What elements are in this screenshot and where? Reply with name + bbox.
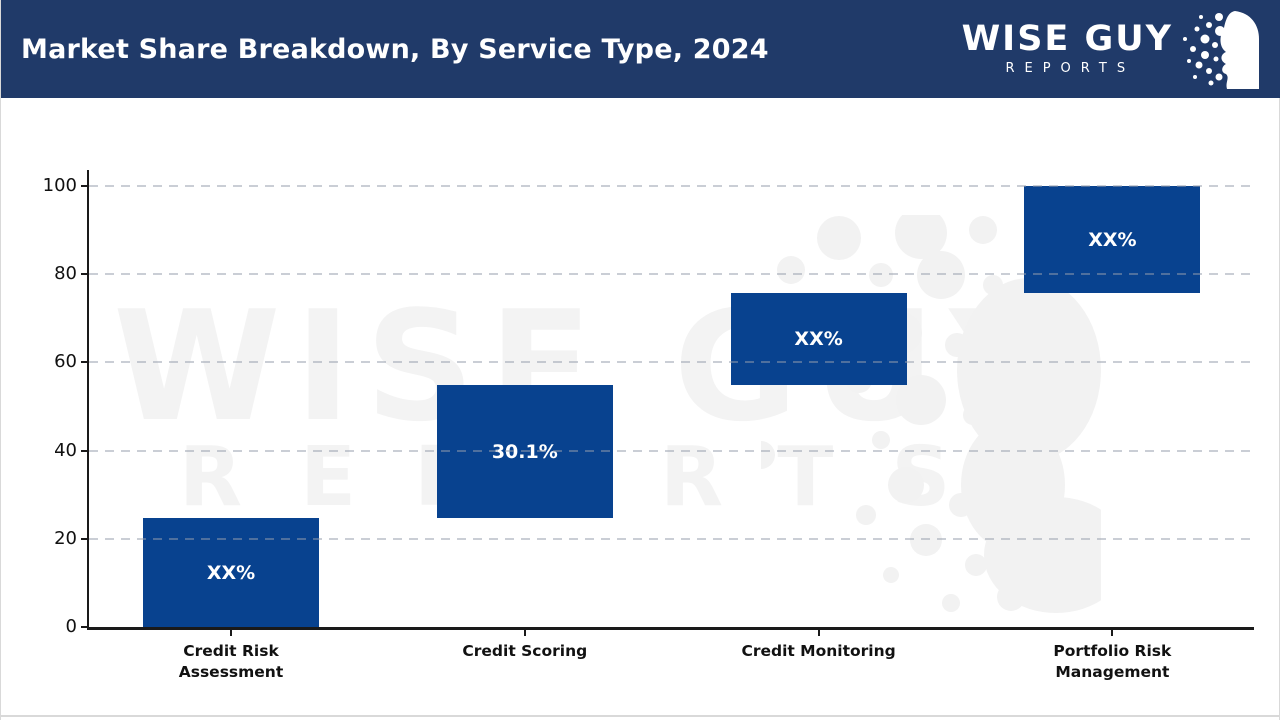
- gridline-80: [89, 273, 1254, 276]
- bar-credit-risk-assessment: XX%: [143, 518, 319, 627]
- bar-value-label: XX%: [1088, 228, 1137, 251]
- bar-value-label: XX%: [206, 561, 256, 584]
- logo-text: WISE GUY REPORTS: [961, 19, 1173, 77]
- gridline-40: [89, 449, 1254, 452]
- x-category-label-1: Credit Scoring: [462, 642, 588, 660]
- x-tick-0: [230, 629, 232, 636]
- y-tick-label-0: 0: [65, 616, 77, 637]
- x-tick-3: [1111, 629, 1114, 636]
- y-tick-0: [81, 626, 89, 628]
- y-tick-label-80: 80: [54, 263, 77, 285]
- y-tick-label-60: 60: [54, 351, 77, 373]
- x-tick-1: [523, 629, 526, 636]
- gridline-20: [89, 537, 1254, 540]
- x-category-label-0: Credit Risk Assessment: [178, 642, 284, 681]
- y-tick-40: [81, 449, 89, 452]
- waterfall-chart: XX% 30.1% XX% XX% 0 20 40 60 80 100 Credit Risk As…: [1, 98, 1280, 718]
- y-axis-spine: [87, 170, 89, 629]
- dotted-face-profile-icon: [1183, 11, 1259, 89]
- bar-value-label: 30.1%: [491, 440, 558, 463]
- x-axis-spine: [87, 627, 1254, 630]
- y-tick-100: [81, 184, 89, 187]
- gridline-100: [89, 184, 1254, 187]
- x-category-label-2: Credit Monitoring: [741, 642, 896, 660]
- bottom-border: [1, 715, 1280, 717]
- y-tick-20: [81, 537, 89, 540]
- y-tick-80: [81, 273, 89, 276]
- y-tick-label-20: 20: [54, 527, 77, 549]
- logo-subtext: REPORTS: [1005, 61, 1136, 76]
- y-tick-60: [81, 361, 89, 364]
- y-tick-label-100: 100: [42, 174, 77, 196]
- page-title: Market Share Breakdown, By Service Type,…: [21, 33, 769, 65]
- x-category-label-3: Portfolio Risk Management: [1053, 642, 1172, 681]
- bar-credit-monitoring: XX%: [730, 293, 907, 386]
- header-bar: Market Share Breakdown, By Service Type,…: [1, 0, 1280, 98]
- bar-credit-scoring: 30.1%: [436, 385, 613, 519]
- logo-wordmark: WISE GUY: [961, 19, 1173, 59]
- bar-portfolio-risk-management: XX%: [1024, 185, 1201, 294]
- bar-value-label: XX%: [794, 328, 843, 351]
- y-tick-label-40: 40: [54, 439, 77, 461]
- x-tick-2: [817, 629, 820, 636]
- gridline-60: [89, 361, 1254, 364]
- wise-guy-reports-logo: WISE GUY REPORTS: [962, 5, 1267, 93]
